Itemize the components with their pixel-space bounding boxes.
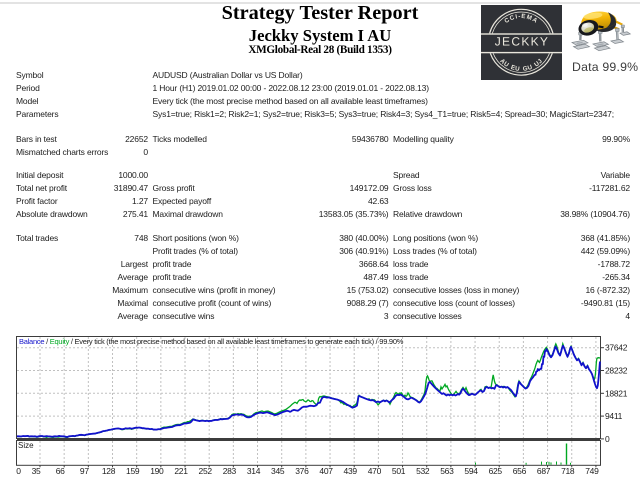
svg-text:718: 718 <box>561 466 575 476</box>
svg-text:501: 501 <box>392 466 406 476</box>
svg-text:66: 66 <box>56 466 65 476</box>
svg-text:0: 0 <box>605 434 610 444</box>
svg-text:345: 345 <box>271 466 285 476</box>
svg-text:625: 625 <box>489 466 503 476</box>
svg-text:35: 35 <box>32 466 41 476</box>
svg-text:252: 252 <box>199 466 213 476</box>
svg-text:439: 439 <box>344 466 358 476</box>
svg-text:37642: 37642 <box>605 343 628 353</box>
svg-text:159: 159 <box>126 466 140 476</box>
svg-text:221: 221 <box>174 466 188 476</box>
svg-text:532: 532 <box>416 466 430 476</box>
svg-text:18821: 18821 <box>605 388 628 398</box>
svg-text:687: 687 <box>537 466 551 476</box>
svg-text:JECKKY: JECKKY <box>495 34 549 48</box>
svg-text:314: 314 <box>247 466 261 476</box>
svg-text:594: 594 <box>464 466 478 476</box>
svg-text:749: 749 <box>585 466 599 476</box>
svg-text:376: 376 <box>295 466 309 476</box>
svg-text:470: 470 <box>368 466 382 476</box>
svg-text:97: 97 <box>80 466 89 476</box>
svg-text:9411: 9411 <box>605 411 623 421</box>
svg-text:656: 656 <box>513 466 527 476</box>
svg-text:190: 190 <box>150 466 164 476</box>
svg-text:563: 563 <box>440 466 454 476</box>
svg-text:28232: 28232 <box>605 366 628 376</box>
svg-text:128: 128 <box>102 466 116 476</box>
svg-text:283: 283 <box>223 466 237 476</box>
svg-text:407: 407 <box>319 466 333 476</box>
svg-text:0: 0 <box>16 466 21 476</box>
